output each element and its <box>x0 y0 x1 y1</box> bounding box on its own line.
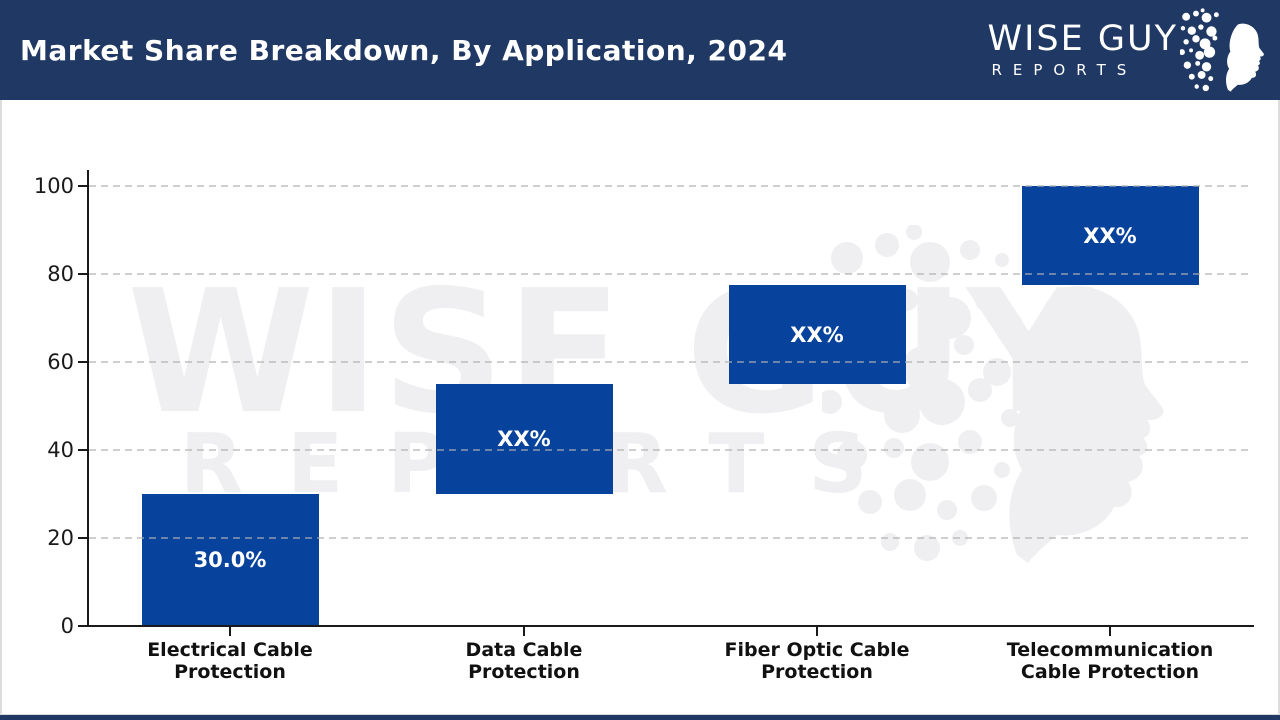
footer-bar <box>0 715 1280 720</box>
y-tick-label: 60 <box>47 350 74 374</box>
x-category-label-line: Data Cable <box>465 639 583 661</box>
bar-value-label: 30.0% <box>193 548 267 572</box>
x-category-label: Telecommunication Cable Protection <box>960 639 1260 684</box>
y-tick-label: 80 <box>47 262 74 286</box>
x-tick-mark <box>229 627 231 636</box>
logo-head-icon <box>1180 8 1264 92</box>
bar <box>1021 186 1199 285</box>
y-tick-mark <box>78 273 87 275</box>
y-tick-mark <box>78 449 87 451</box>
y-tick-mark <box>78 537 87 539</box>
bar-value-label: XX% <box>1083 223 1137 248</box>
gridline <box>89 273 1253 275</box>
page-title: Market Share Breakdown, By Application, … <box>20 33 788 67</box>
x-category-label-line: Protection <box>174 660 286 683</box>
x-category-label: Data Cable Protection <box>374 639 674 684</box>
x-tick-mark <box>1109 627 1111 636</box>
wiseguy-logo: WISE GUY REPORTS <box>987 8 1266 94</box>
gridline <box>89 449 1253 451</box>
x-category-label: Electrical Cable Protection <box>80 639 380 684</box>
x-category-label-line: Protection <box>761 660 873 683</box>
gridline <box>89 361 1253 363</box>
header-bar: Market Share Breakdown, By Application, … <box>0 0 1280 100</box>
x-tick-mark <box>523 627 525 636</box>
bar <box>141 494 319 626</box>
x-tick-mark <box>816 627 818 636</box>
x-category-label-line: Telecommunication <box>1006 639 1214 661</box>
y-tick-label: 100 <box>33 174 74 198</box>
x-category-label: Fiber Optic Cable Protection <box>667 639 967 684</box>
y-tick-label: 20 <box>47 526 74 550</box>
x-category-label-line: Fiber Optic Cable <box>724 639 910 661</box>
x-category-label-line: Protection <box>468 660 580 683</box>
bar-value-label: XX% <box>497 427 551 451</box>
y-tick-mark <box>78 185 87 187</box>
x-axis-line <box>87 625 1254 627</box>
gridline <box>89 537 1253 539</box>
logo-subtext: REPORTS <box>991 61 1138 79</box>
y-tick-label: 40 <box>47 438 74 462</box>
y-tick-mark <box>78 625 87 627</box>
bar <box>435 384 613 494</box>
x-category-label-line: Electrical Cable <box>147 639 313 661</box>
y-axis-line <box>87 170 89 627</box>
y-tick-mark <box>78 361 87 363</box>
y-tick-label: 0 <box>60 614 74 638</box>
gridline <box>89 185 1253 187</box>
logo-wordmark: WISE GUY <box>987 19 1178 59</box>
bar <box>728 285 906 384</box>
x-category-label-line: Cable Protection <box>1020 660 1200 683</box>
logo-text: WISE GUY REPORTS <box>987 22 1178 78</box>
bar-value-label: XX% <box>790 322 844 347</box>
